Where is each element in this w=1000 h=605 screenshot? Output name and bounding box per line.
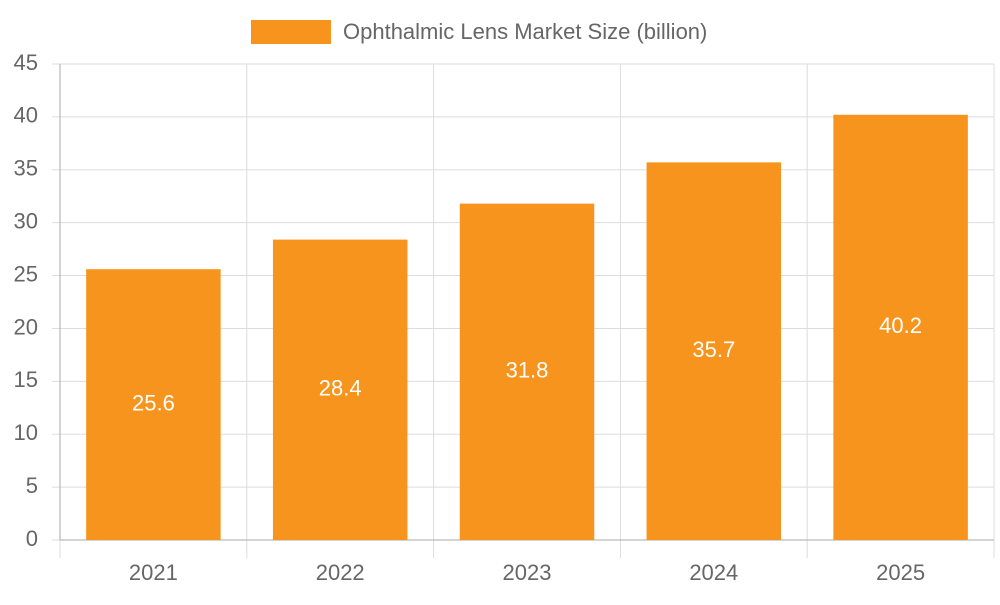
- value-label: 40.2: [879, 313, 922, 338]
- bar: [833, 114, 968, 541]
- y-tick-label: 0: [26, 526, 38, 551]
- y-tick-label: 10: [14, 420, 38, 445]
- y-tick-label: 30: [14, 208, 38, 233]
- x-tick-label: 2021: [129, 560, 178, 585]
- y-tick-label: 25: [14, 261, 38, 286]
- legend-label: Ophthalmic Lens Market Size (billion): [343, 19, 707, 44]
- value-label: 31.8: [506, 358, 549, 383]
- y-tick-label: 5: [26, 473, 38, 498]
- value-label: 35.7: [692, 337, 735, 362]
- x-tick-label: 2022: [316, 560, 365, 585]
- y-tick-label: 40: [14, 103, 38, 128]
- legend-swatch: [251, 20, 331, 44]
- y-tick-label: 45: [14, 50, 38, 75]
- x-tick-label: 2025: [876, 560, 925, 585]
- value-label: 25.6: [132, 390, 175, 415]
- y-tick-label: 20: [14, 314, 38, 339]
- bar: [86, 269, 221, 540]
- bar: [459, 203, 595, 541]
- x-tick-label: 2023: [503, 560, 552, 585]
- y-tick-label: 15: [14, 367, 38, 392]
- x-tick-label: 2024: [689, 560, 738, 585]
- value-label: 28.4: [319, 376, 362, 401]
- y-tick-label: 35: [14, 156, 38, 181]
- bar: [272, 239, 408, 540]
- bar: [646, 162, 782, 540]
